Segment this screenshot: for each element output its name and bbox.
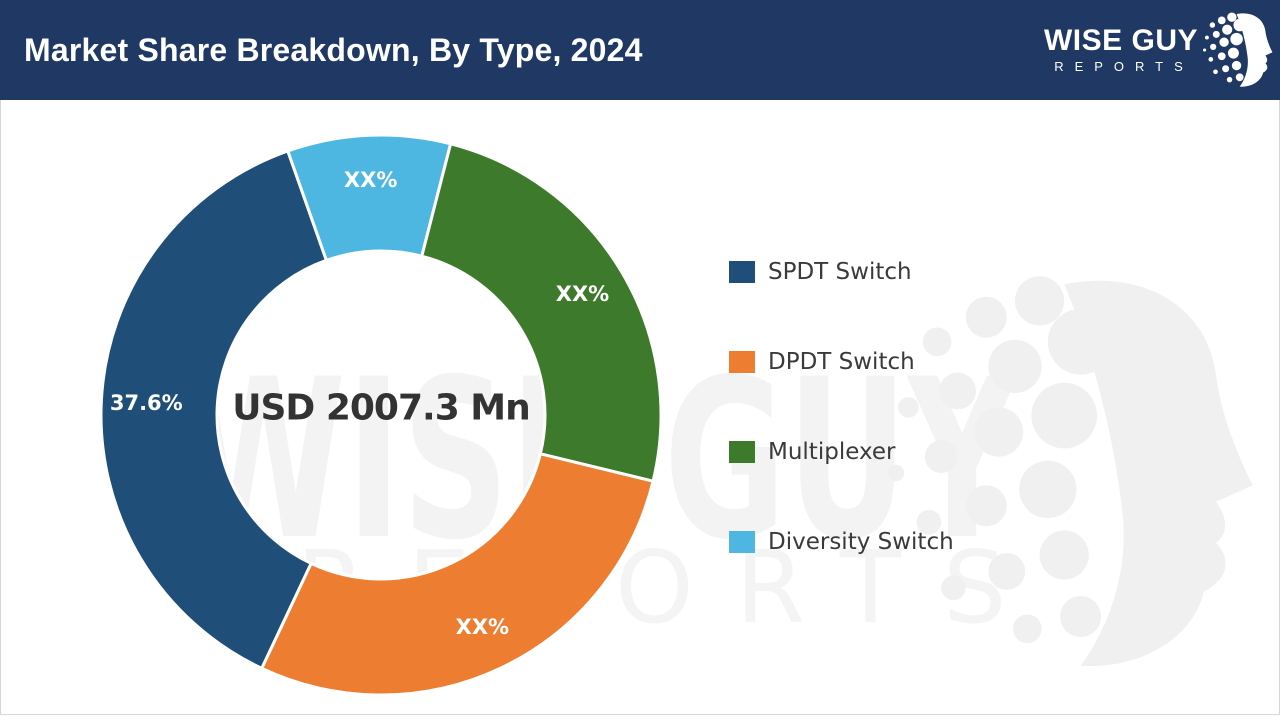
slice-label-diversity-switch: XX%: [344, 168, 397, 192]
legend-swatch-spdt-switch: [729, 261, 755, 283]
slice-label-spdt-switch: 37.6%: [110, 391, 183, 415]
legend-label: DPDT Switch: [768, 349, 915, 375]
wiseguy-face-icon: [1203, 12, 1273, 87]
donut-slice-dpdt-switch: [260, 452, 655, 697]
legend-swatch-diversity-switch: [729, 531, 755, 553]
slice-label-dpdt-switch: XX%: [456, 615, 509, 639]
legend-swatch-dpdt-switch: [729, 351, 755, 373]
logo-tagline: REPORTS: [1054, 59, 1194, 74]
chart-area: WISE GUY REPORTS 37.6% XX% XX% XX% USD 2007…: [0, 100, 1280, 715]
legend-swatch-multiplexer: [729, 441, 755, 463]
legend-item-multiplexer: Multiplexer: [729, 439, 954, 465]
legend-item-dpdt-switch: DPDT Switch: [729, 349, 954, 375]
donut-slice-multiplexer: [420, 142, 663, 483]
legend-label: Multiplexer: [768, 439, 896, 465]
donut-center-value: USD 2007.3 Mn: [232, 387, 530, 429]
page-title: Market Share Breakdown, By Type, 2024: [24, 31, 643, 68]
legend-item-spdt-switch: SPDT Switch: [729, 259, 954, 285]
donut-chart: 37.6% XX% XX% XX%: [99, 133, 663, 697]
legend: SPDT Switch DPDT Switch Multiplexer Dive…: [729, 259, 954, 619]
header: Market Share Breakdown, By Type, 2024 WI…: [0, 0, 1280, 100]
legend-label: Diversity Switch: [768, 529, 954, 555]
legend-item-diversity-switch: Diversity Switch: [729, 529, 954, 555]
slice-label-multiplexer: XX%: [556, 282, 609, 306]
donut-slice-spdt-switch: [99, 149, 328, 670]
legend-label: SPDT Switch: [768, 259, 912, 285]
logo-name: WISE GUY: [1043, 24, 1198, 57]
logo-text: WISE GUY REPORTS: [1044, 24, 1198, 74]
brand-logo: WISE GUY REPORTS: [1020, 0, 1273, 100]
